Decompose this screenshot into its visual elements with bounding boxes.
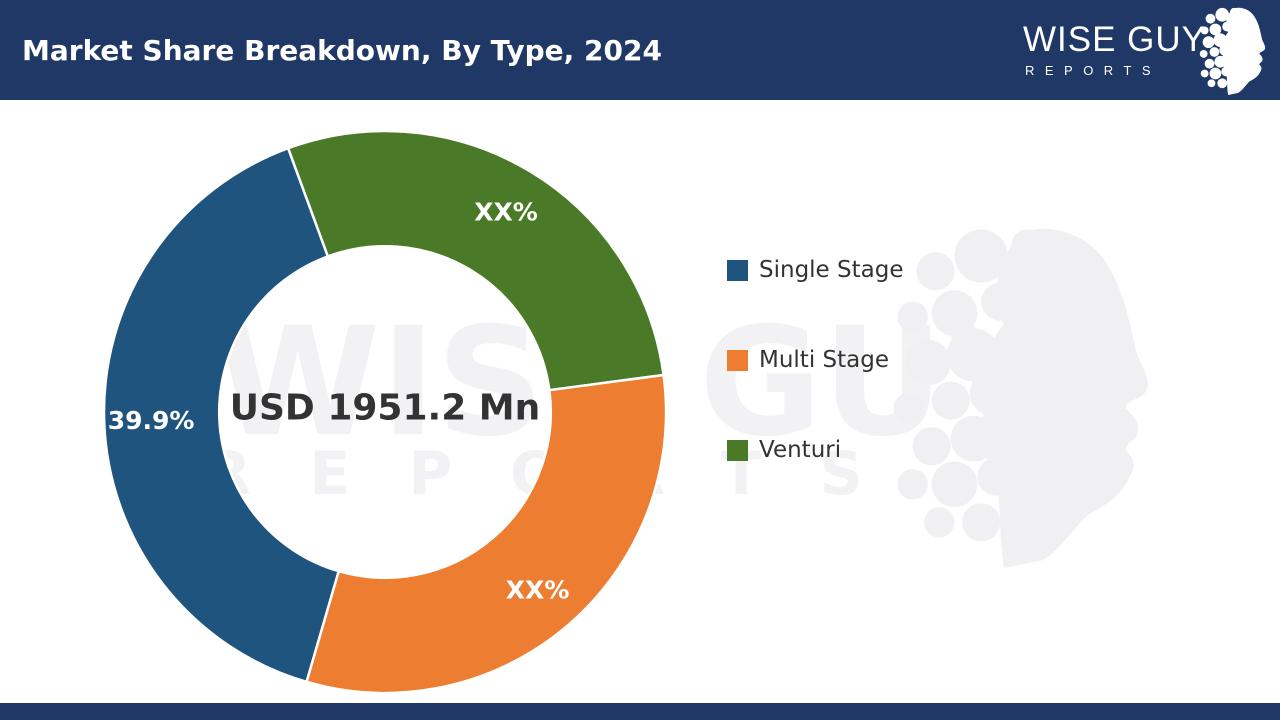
brand-name-text: WISE GUY (1022, 20, 1206, 59)
legend-label-multi-stage: Multi Stage (759, 347, 889, 373)
chart-legend: Single Stage Multi Stage Venturi (727, 257, 904, 528)
donut-slice-multi-stage (305, 373, 668, 695)
slice-label-venturi: XX% (474, 197, 538, 226)
watermark-face-profile-icon (893, 228, 1148, 568)
footer-bar (0, 703, 1280, 720)
slice-label-single-stage: 39.9% (108, 406, 195, 435)
donut-slice-single-stage (102, 146, 341, 684)
donut-slice-venturi (286, 129, 665, 392)
legend-item-single-stage: Single Stage (727, 257, 904, 283)
donut-center-label: USD 1951.2 Mn (230, 388, 540, 429)
legend-label-venturi: Venturi (759, 437, 842, 463)
donut-chart-svg: 39.9% XX% XX% USD 1951.2 Mn (102, 129, 668, 695)
page-title: Market Share Breakdown, By Type, 2024 (22, 33, 662, 67)
legend-swatch-multi-stage (727, 349, 748, 371)
legend-item-multi-stage: Multi Stage (727, 347, 903, 373)
legend-swatch-venturi (727, 439, 748, 461)
legend-swatch-single-stage (727, 259, 748, 281)
brand-wordmark: WISE GUY REPORTS (1023, 22, 1206, 78)
header-bar: Market Share Breakdown, By Type, 2024 WI… (0, 0, 1280, 100)
donut-slices: 39.9% XX% XX% (102, 129, 668, 695)
brand-logo: WISE GUY REPORTS (1023, 0, 1270, 100)
brand-face-profile-icon (1199, 7, 1266, 95)
brand-subtitle-text: REPORTS (1024, 63, 1162, 78)
slice-label-multi-stage: XX% (506, 575, 570, 604)
legend-label-single-stage: Single Stage (759, 257, 904, 283)
legend-item-venturi: Venturi (727, 437, 903, 463)
